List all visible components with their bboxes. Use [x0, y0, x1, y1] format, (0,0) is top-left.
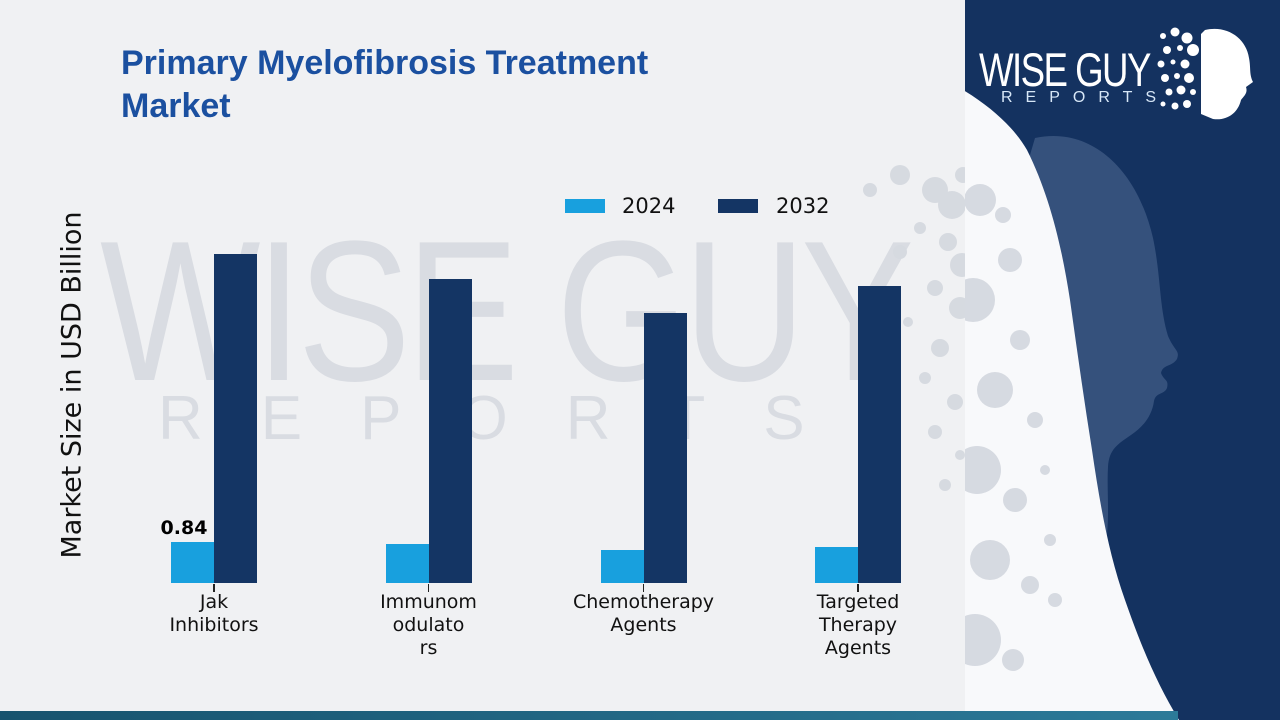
category-label: Immunom odulato rs: [380, 591, 477, 659]
watermark-reports-text: REPORTS: [158, 384, 863, 453]
bar-value-label: 0.84: [160, 517, 208, 539]
legend-label-2024: 2024: [622, 194, 676, 218]
panel-decoration: [965, 91, 1179, 720]
logo-head-icon: [1157, 27, 1253, 120]
watermark-dot: [955, 450, 965, 460]
watermark-dot: [938, 191, 966, 219]
watermark-dot: [890, 165, 910, 185]
logo-brand-text: WISE GUY: [979, 43, 1151, 96]
watermark-dot: [927, 280, 943, 296]
x-axis-tick: [427, 584, 430, 592]
bar-2032-4: [858, 286, 901, 583]
watermark-dot: [939, 233, 957, 251]
bar-2024-2: [385, 543, 429, 583]
watermark-dot: [903, 317, 913, 327]
bar-2032-3: [643, 313, 687, 583]
bar-2024-4: [815, 546, 858, 583]
category-label: Targeted Therapy Agents: [816, 591, 900, 659]
legend-swatch-2032: [718, 199, 758, 213]
watermark-dot: [863, 183, 877, 197]
category-label: Chemotherapy Agents: [572, 591, 715, 636]
bottom-accent-strip: [0, 711, 1178, 720]
legend-swatch-2024: [565, 199, 605, 213]
logo-reports-text: REPORTS: [1001, 89, 1170, 106]
bar-2024-1: [171, 542, 214, 583]
bar-2024-3: [600, 549, 644, 583]
page-title: Primary Myelofibrosis Treatment Market: [121, 44, 649, 125]
category-label: Jak Inhibitors: [169, 591, 259, 636]
watermark-dot: [893, 245, 907, 259]
bar-2032-2: [428, 278, 472, 583]
brain-blob-spots: [965, 184, 1062, 671]
x-axis-tick: [642, 584, 645, 592]
brand-panel: WISE GUY REPORTS: [965, 0, 1280, 720]
watermark-dot: [947, 394, 963, 410]
bar-2032-1: [214, 254, 257, 583]
brain-blob: [965, 91, 1179, 720]
watermark-dot: [928, 425, 942, 439]
watermark-dot: [939, 479, 951, 491]
watermark-dot: [914, 222, 926, 234]
watermark-dot: [919, 372, 931, 384]
x-axis-tick: [213, 584, 215, 592]
watermark-dot: [931, 339, 949, 357]
legend-label-2032: 2032: [776, 194, 830, 218]
x-axis-tick: [857, 584, 859, 592]
